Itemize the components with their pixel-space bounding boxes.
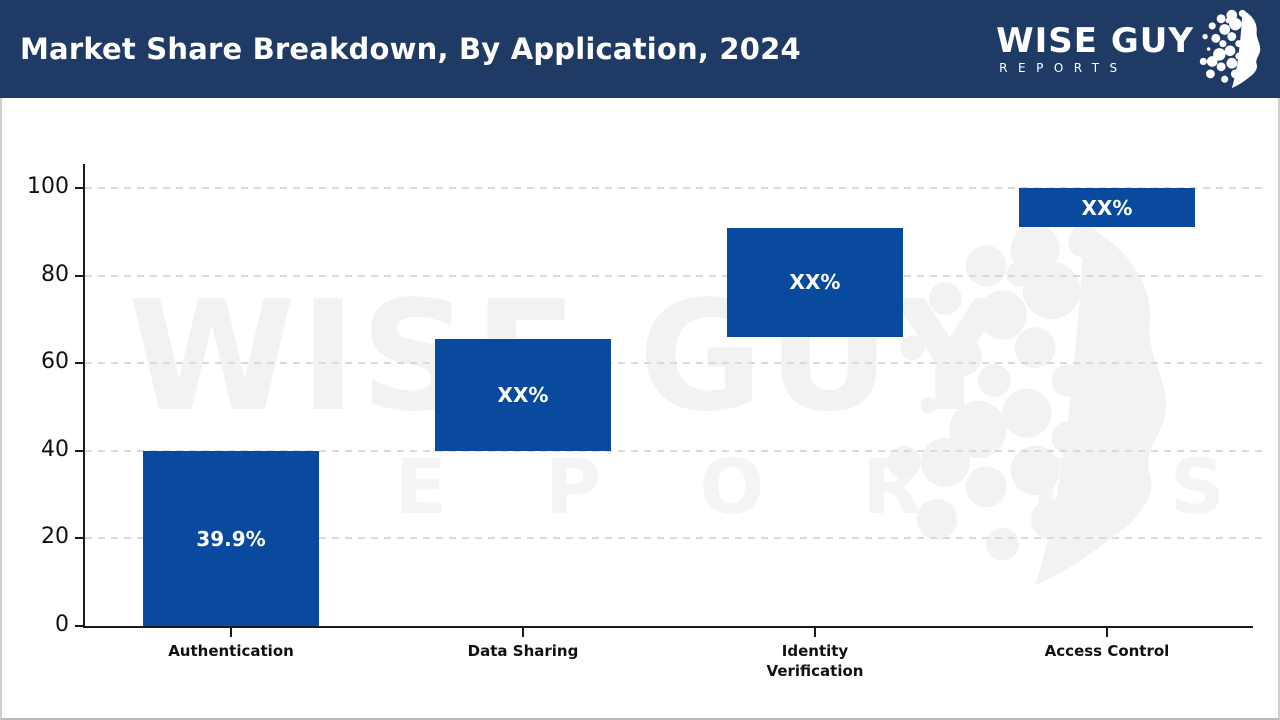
page-title: Market Share Breakdown, By Application, …	[20, 32, 801, 66]
y-axis-spine	[83, 164, 85, 628]
bar-identity-verification	[727, 227, 903, 337]
bar-value-label: XX%	[497, 382, 549, 407]
wiseguy-logo-name: WISE GUY	[996, 21, 1194, 61]
gridline	[85, 187, 1264, 189]
category-label-access-control: Access Control	[1044, 642, 1170, 660]
x-axis-tick	[1106, 628, 1108, 637]
y-axis-tick-label: 80	[41, 261, 69, 287]
bar-data-sharing	[435, 338, 611, 451]
category-label-authentication: Authentication	[168, 642, 294, 660]
bar-authentication	[143, 451, 319, 626]
y-axis-tick-label: 0	[55, 612, 69, 637]
y-axis-tick	[75, 449, 85, 452]
category-label-identity-verification: Identity Verification	[766, 642, 864, 681]
gridline	[85, 362, 1264, 365]
y-axis-tick-label: 20	[41, 524, 69, 550]
watermark-face-icon	[862, 225, 1192, 585]
gridline	[85, 449, 1264, 452]
category-label-data-sharing: Data Sharing	[467, 642, 579, 660]
x-axis-spine	[83, 626, 1253, 628]
bar-value-label: 39.9%	[196, 526, 266, 551]
wiseguy-logo: WISE GUY REPORTS	[996, 6, 1262, 92]
y-axis-tick	[75, 187, 85, 189]
y-axis-tick-label: 100	[27, 174, 69, 199]
bar-value-label: XX%	[1081, 195, 1133, 220]
header-bar: Market Share Breakdown, By Application, …	[0, 0, 1280, 98]
y-axis-tick	[75, 537, 85, 540]
gridline	[85, 274, 1264, 277]
bar-access-control	[1019, 188, 1195, 228]
wiseguy-face-icon	[1198, 6, 1262, 92]
y-axis-tick	[75, 625, 85, 627]
gridline	[85, 537, 1264, 540]
x-axis-tick	[814, 628, 816, 637]
y-axis-tick	[75, 362, 85, 365]
wiseguy-logo-text: WISE GUY REPORTS	[996, 24, 1194, 74]
x-axis-tick	[522, 628, 524, 637]
y-axis-tick	[75, 274, 85, 277]
y-axis-tick-label: 40	[41, 436, 69, 462]
x-axis-tick	[230, 628, 232, 637]
y-axis-tick-label: 60	[41, 349, 69, 375]
wiseguy-logo-subtitle: REPORTS	[999, 61, 1128, 75]
bar-value-label: XX%	[789, 270, 841, 295]
